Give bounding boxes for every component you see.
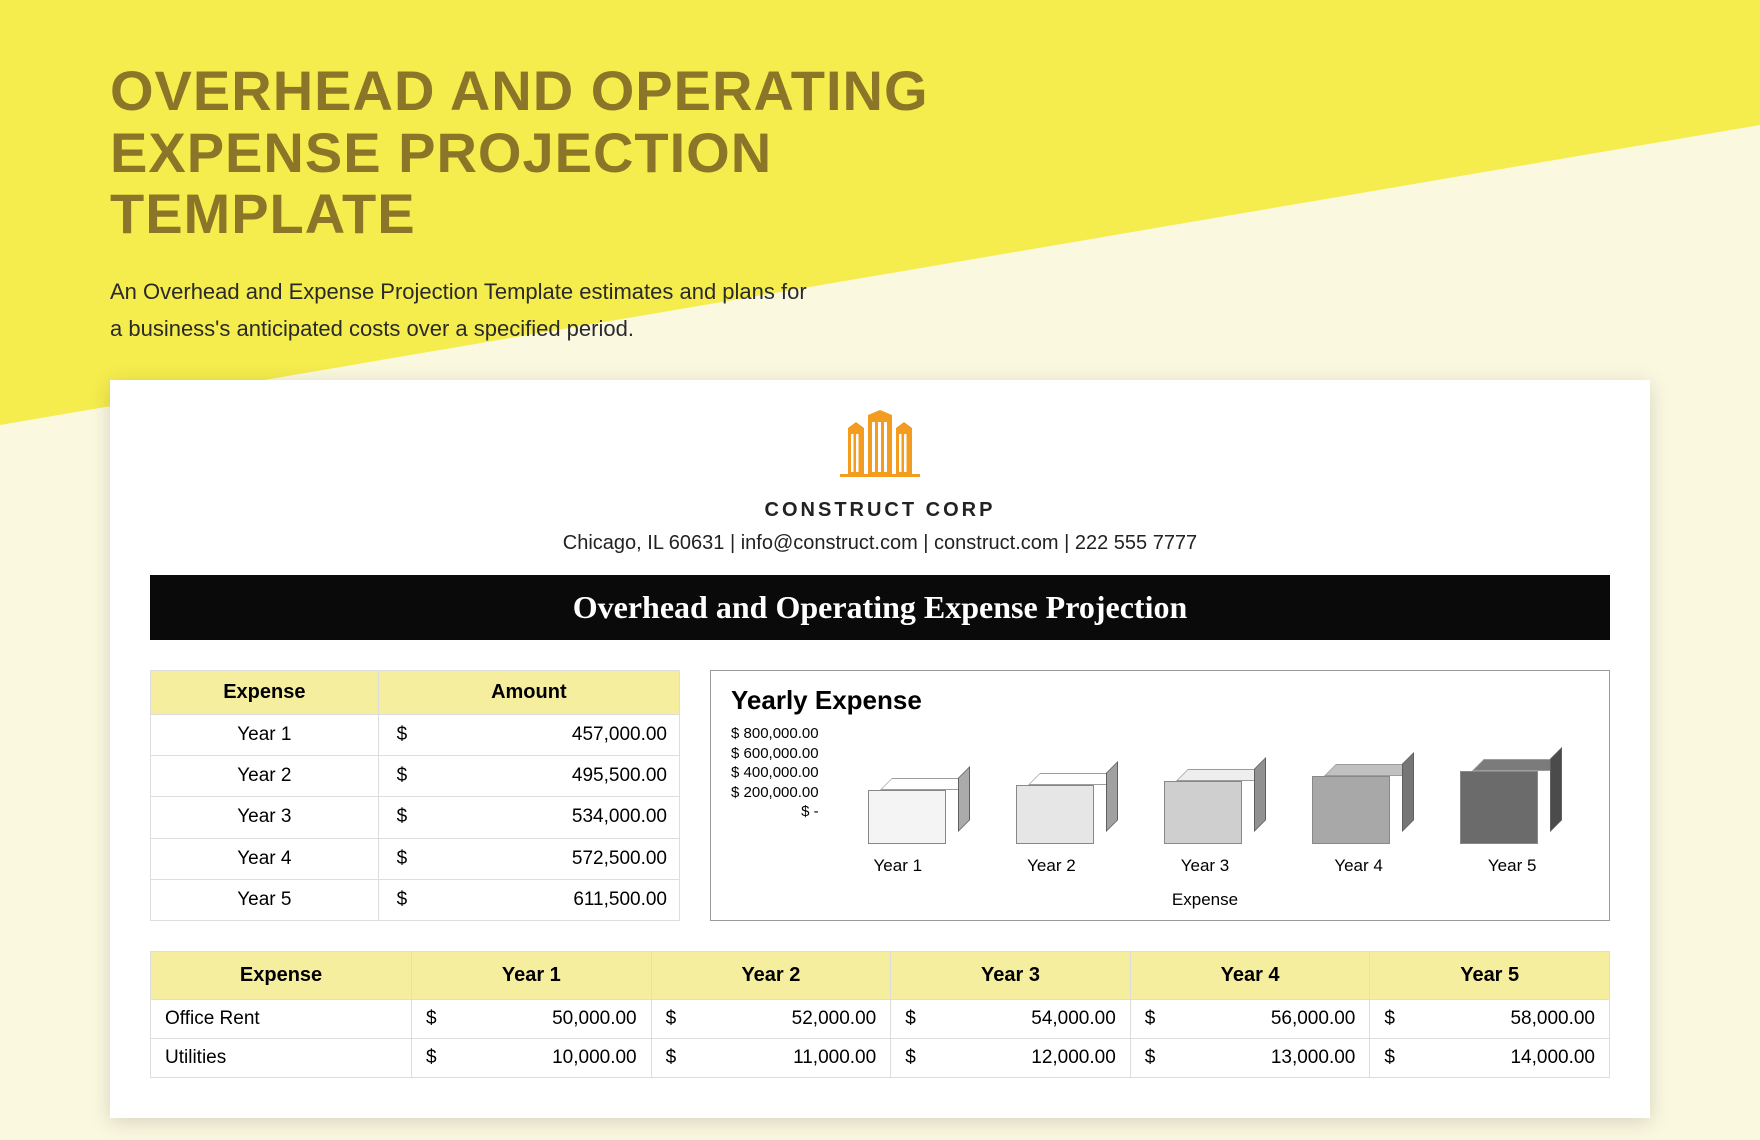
chart-bar	[1460, 771, 1550, 844]
chart-title: Yearly Expense	[731, 685, 1589, 716]
expense-label: Office Rent	[151, 1000, 412, 1039]
summary-year-label: Year 2	[151, 756, 379, 797]
detail-header: Year 3	[891, 952, 1131, 1000]
expense-value: $12,000.00	[891, 1039, 1131, 1078]
table-row: Utilities$10,000.00$11,000.00$12,000.00$…	[151, 1039, 1610, 1078]
table-row: Year 1$457,000.00	[151, 715, 680, 756]
expense-value: $11,000.00	[651, 1039, 891, 1078]
document-header: CONSTRUCT CORP Chicago, IL 60631 | info@…	[150, 410, 1610, 555]
y-tick-label: $ -	[731, 802, 819, 822]
detail-header: Year 2	[651, 952, 891, 1000]
expense-value: $50,000.00	[412, 1000, 652, 1039]
expense-value: $10,000.00	[412, 1039, 652, 1078]
chart-y-axis: $ 800,000.00$ 600,000.00$ 400,000.00$ 20…	[731, 724, 829, 844]
expense-value: $54,000.00	[891, 1000, 1131, 1039]
expense-value: $13,000.00	[1130, 1039, 1370, 1078]
summary-amount: $457,000.00	[378, 715, 679, 756]
table-row: Year 2$495,500.00	[151, 756, 680, 797]
company-name: CONSTRUCT CORP	[150, 499, 1610, 522]
summary-header: Expense	[151, 671, 379, 715]
y-tick-label: $ 800,000.00	[731, 724, 819, 744]
table-row: Office Rent$50,000.00$52,000.00$54,000.0…	[151, 1000, 1610, 1039]
x-tick-label: Year 4	[1334, 856, 1383, 876]
hero-section: OVERHEAD AND OPERATING EXPENSE PROJECTIO…	[110, 60, 1010, 348]
expense-value: $58,000.00	[1370, 1000, 1610, 1039]
table-row: Year 4$572,500.00	[151, 838, 680, 879]
detail-header: Year 1	[412, 952, 652, 1000]
detail-header: Year 5	[1370, 952, 1610, 1000]
title-line-2: EXPENSE PROJECTION TEMPLATE	[110, 121, 772, 246]
expense-label: Utilities	[151, 1039, 412, 1078]
chart-x-labels: Year 1 Year 2 Year 3 Year 4 Year 5	[731, 856, 1589, 876]
detail-table: ExpenseYear 1Year 2Year 3Year 4Year 5 Of…	[150, 951, 1610, 1078]
summary-header: Amount	[378, 671, 679, 715]
yearly-expense-chart: Yearly Expense $ 800,000.00$ 600,000.00$…	[710, 670, 1610, 921]
chart-bar	[868, 790, 958, 844]
summary-table: ExpenseAmount Year 1$457,000.00Year 2$49…	[150, 670, 680, 921]
summary-year-label: Year 1	[151, 715, 379, 756]
content-row: ExpenseAmount Year 1$457,000.00Year 2$49…	[150, 670, 1610, 921]
summary-amount: $611,500.00	[378, 879, 679, 920]
y-tick-label: $ 200,000.00	[731, 783, 819, 803]
chart-x-axis-title: Expense	[731, 890, 1589, 910]
company-info: Chicago, IL 60631 | info@construct.com |…	[150, 532, 1610, 555]
detail-header: Expense	[151, 952, 412, 1000]
page-title: OVERHEAD AND OPERATING EXPENSE PROJECTIO…	[110, 60, 1010, 245]
summary-amount: $572,500.00	[378, 838, 679, 879]
chart-bar	[1164, 781, 1254, 844]
x-tick-label: Year 2	[1027, 856, 1076, 876]
x-tick-label: Year 3	[1181, 856, 1230, 876]
x-tick-label: Year 1	[874, 856, 923, 876]
chart-bars	[829, 724, 1589, 844]
summary-year-label: Year 3	[151, 797, 379, 838]
expense-value: $14,000.00	[1370, 1039, 1610, 1078]
y-tick-label: $ 600,000.00	[731, 744, 819, 764]
chart-bar	[1016, 785, 1106, 844]
document-title-banner: Overhead and Operating Expense Projectio…	[150, 575, 1610, 640]
chart-bar	[1312, 776, 1402, 844]
summary-year-label: Year 4	[151, 838, 379, 879]
expense-value: $52,000.00	[651, 1000, 891, 1039]
table-row: Year 5$611,500.00	[151, 879, 680, 920]
page-description: An Overhead and Expense Projection Templ…	[110, 273, 810, 348]
x-tick-label: Year 5	[1488, 856, 1537, 876]
document-preview: CONSTRUCT CORP Chicago, IL 60631 | info@…	[110, 380, 1650, 1118]
y-tick-label: $ 400,000.00	[731, 763, 819, 783]
company-logo-icon	[820, 410, 940, 485]
detail-header: Year 4	[1130, 952, 1370, 1000]
summary-amount: $534,000.00	[378, 797, 679, 838]
title-line-1: OVERHEAD AND OPERATING	[110, 59, 929, 122]
summary-year-label: Year 5	[151, 879, 379, 920]
table-row: Year 3$534,000.00	[151, 797, 680, 838]
summary-amount: $495,500.00	[378, 756, 679, 797]
expense-value: $56,000.00	[1130, 1000, 1370, 1039]
